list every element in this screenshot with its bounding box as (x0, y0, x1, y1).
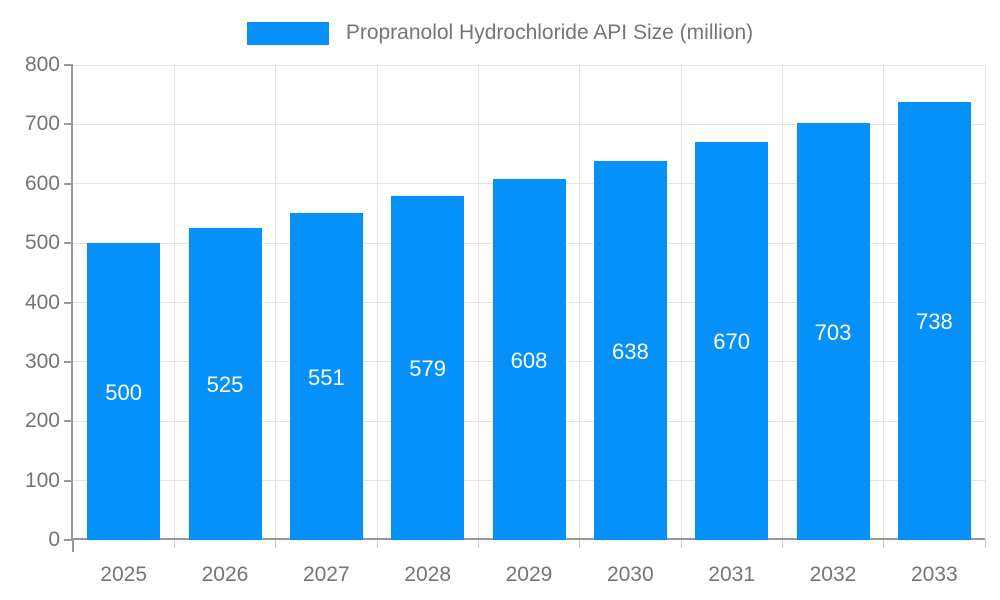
y-axis-label: 600 (24, 171, 60, 195)
y-axis-line (71, 65, 73, 540)
x-axis-label: 2025 (100, 563, 148, 586)
bar-value-label: 638 (611, 338, 649, 364)
bar-value-label: 670 (713, 329, 751, 354)
bar: 579 (391, 196, 465, 540)
y-axis-tick (64, 123, 73, 126)
x-axis-label: 2032 (809, 563, 857, 586)
bar: 703 (796, 123, 870, 540)
x-axis-tick (275, 540, 277, 548)
bar-value-label: 500 (105, 379, 143, 405)
gridline-vertical (781, 65, 783, 540)
y-axis-label: 100 (24, 468, 60, 492)
x-axis-label: 2029 (505, 563, 553, 586)
x-axis-label: 2031 (708, 563, 756, 586)
y-axis-tick (64, 301, 73, 304)
x-axis-tick (680, 540, 682, 548)
gridline-vertical (376, 65, 378, 540)
x-axis-label: 2026 (201, 563, 249, 586)
y-axis-tick (64, 420, 73, 423)
bar-value-label: 703 (814, 319, 852, 345)
y-axis-tick (64, 360, 73, 363)
x-axis-tick (579, 540, 581, 548)
y-axis-label: 500 (24, 231, 60, 255)
y-axis-tick (64, 539, 73, 541)
bar-value-label: 738 (915, 309, 953, 334)
y-axis-label: 200 (24, 409, 60, 433)
bar-value-label: 551 (307, 364, 345, 390)
legend-label: Propranolol Hydrochloride API Size (mill… (345, 21, 754, 44)
bar: 551 (289, 213, 363, 540)
x-axis-tick (376, 540, 378, 548)
x-axis-tick (72, 540, 74, 552)
gridline-vertical (883, 65, 885, 540)
bar: 738 (897, 102, 971, 540)
x-axis-tick (173, 540, 175, 548)
gridline-vertical (173, 65, 175, 540)
gridline-vertical (477, 65, 479, 540)
y-axis-label: 0 (48, 528, 60, 551)
legend-color-swatch (246, 21, 329, 45)
bar-value-label: 525 (206, 372, 244, 397)
bar: 500 (87, 243, 161, 540)
chart-legend: Propranolol Hydrochloride API Size (mill… (0, 21, 1000, 45)
x-axis-tick (984, 540, 986, 548)
bar: 608 (492, 179, 566, 540)
x-axis-label: 2030 (606, 563, 654, 586)
x-axis-label: 2027 (302, 563, 350, 586)
gridline-vertical (680, 65, 682, 540)
bar: 638 (593, 161, 667, 540)
y-axis-label: 400 (24, 290, 60, 314)
x-axis-label: 2028 (404, 563, 452, 586)
bar-value-label: 608 (510, 347, 548, 373)
bar: 525 (188, 228, 262, 540)
y-axis-tick (64, 242, 73, 245)
bar-value-label: 579 (409, 356, 447, 381)
y-axis-label: 300 (24, 349, 60, 373)
x-axis-tick (883, 540, 885, 548)
bar: 670 (695, 142, 769, 540)
x-axis-tick (781, 540, 783, 548)
x-axis-tick (477, 540, 479, 548)
y-axis-tick (64, 182, 73, 185)
y-axis-tick (64, 479, 73, 482)
x-axis-label: 2033 (910, 563, 958, 586)
gridline-horizontal (73, 123, 985, 125)
gridline-vertical (275, 65, 277, 540)
gridline-vertical (984, 65, 986, 540)
y-axis-label: 800 (24, 53, 60, 76)
y-axis-tick (64, 64, 73, 66)
gridline-vertical (579, 65, 581, 540)
gridline-horizontal (73, 64, 985, 66)
y-axis-label: 700 (24, 112, 60, 136)
